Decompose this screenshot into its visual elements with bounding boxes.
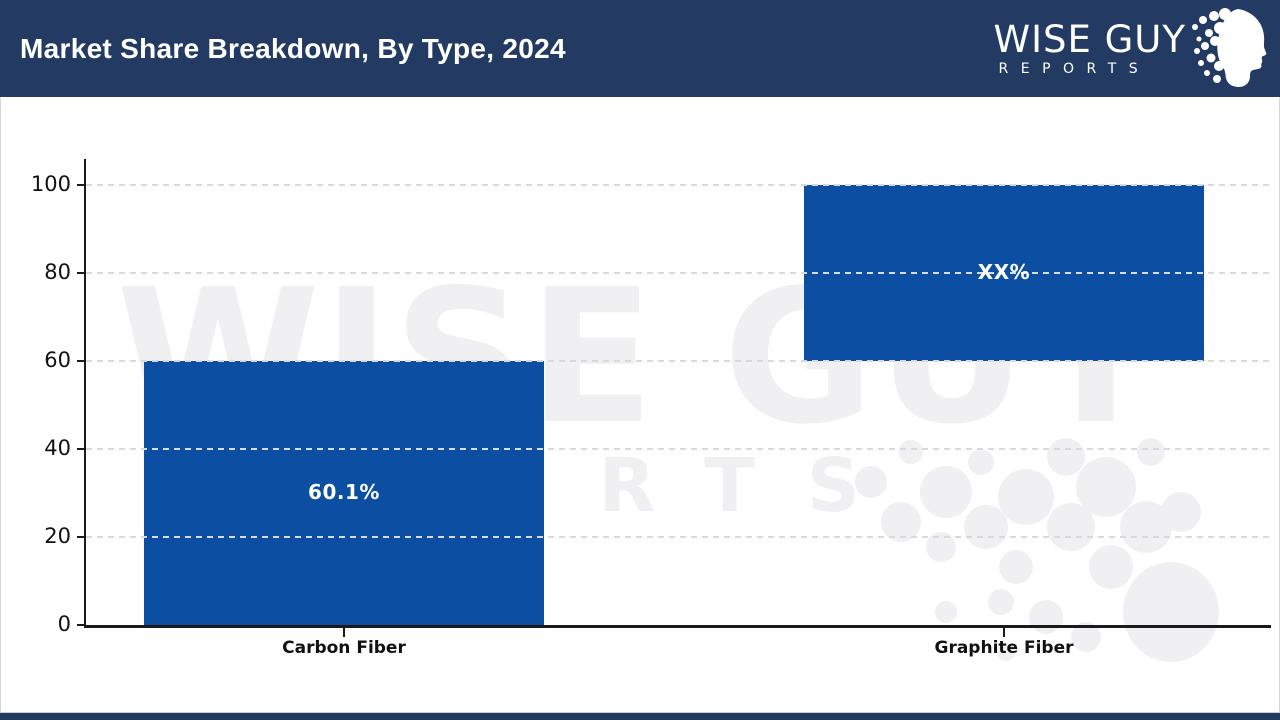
x-tick-label-graphite-fiber: Graphite Fiber [934, 638, 1074, 658]
y-tick-label-0: 0 [57, 612, 71, 636]
x-tick-mark-graphite-fiber [1003, 628, 1005, 637]
bar-value-label-graphite-fiber: XX% [977, 259, 1031, 284]
gridline-100 [86, 184, 1271, 186]
y-tick-mark-0 [77, 624, 85, 626]
page-title: Market Share Breakdown, By Type, 2024 [20, 32, 566, 64]
logo-wordmark-line1: WISE GUY [993, 18, 1186, 61]
x-axis [84, 625, 1271, 628]
bar-chart: 60.1% XX% 0 20 40 60 80 100 Carbon Fiber Graphite… [1, 97, 1279, 713]
chart-area: WISE GUY REPORTS 60.1%XX%020406080100Car… [0, 97, 1280, 713]
gridline-20 [86, 536, 1271, 538]
logo-head-icon [1192, 7, 1267, 87]
gridline-60 [86, 360, 1271, 362]
y-tick-label-20: 20 [44, 524, 71, 548]
logo-wordmark: WISE GUY REPORTS [994, 21, 1186, 76]
bar-carbon-fiber [144, 360, 544, 625]
y-tick-mark-60 [77, 360, 85, 362]
x-tick-label-carbon-fiber: Carbon Fiber [282, 638, 406, 658]
header-bar: Market Share Breakdown, By Type, 2024 WI… [0, 0, 1280, 97]
y-axis [84, 159, 86, 628]
y-tick-mark-80 [77, 272, 85, 274]
y-tick-label-100: 100 [30, 172, 71, 196]
gridline-40 [86, 448, 1271, 450]
y-tick-label-80: 80 [44, 260, 71, 284]
y-tick-mark-20 [77, 536, 85, 538]
x-tick-mark-carbon-fiber [343, 628, 345, 637]
y-tick-label-40: 40 [44, 436, 71, 460]
wiseguy-logo: WISE GUY REPORTS [994, 7, 1280, 91]
y-tick-label-60: 60 [44, 348, 71, 372]
logo-wordmark-line2: REPORTS [998, 61, 1151, 77]
bar-value-label-carbon-fiber: 60.1% [308, 479, 380, 504]
y-tick-mark-100 [77, 184, 85, 186]
footer-bar [0, 712, 1280, 720]
y-tick-mark-40 [77, 448, 85, 450]
gridline-80 [86, 272, 1271, 274]
